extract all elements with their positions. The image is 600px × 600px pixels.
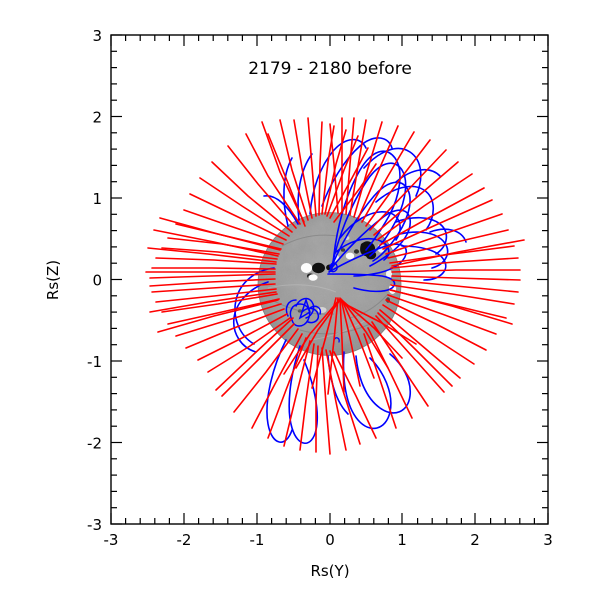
x-tick-label: -2 [177, 531, 192, 549]
open-field-lines [145, 117, 525, 455]
page-title: 2179 - 2180 before [248, 59, 412, 79]
axis-ticks [110, 34, 549, 525]
x-axis-label: Rs(Y) [310, 562, 349, 580]
y-tick-label: -1 [87, 353, 102, 371]
x-tick-label: 0 [325, 531, 335, 549]
x-tick-label: 3 [543, 531, 553, 549]
y-tick-label: 1 [92, 190, 102, 208]
y-tick-label: -3 [87, 516, 102, 534]
x-tick-label: 2 [470, 531, 480, 549]
y-tick-label: 3 [92, 27, 102, 45]
y-tick-label: 0 [92, 272, 102, 290]
y-tick-labels: 3 2 1 0 -1 -2 -3 [87, 27, 102, 534]
x-tick-label: 1 [397, 531, 407, 549]
x-tick-label: -1 [250, 531, 265, 549]
x-tick-labels: -3 -2 -1 0 1 2 3 [104, 531, 553, 549]
y-tick-label: -2 [87, 435, 102, 453]
y-axis-label: Rs(Z) [44, 260, 62, 300]
x-tick-label: -3 [104, 531, 119, 549]
y-tick-label: 2 [92, 109, 102, 127]
